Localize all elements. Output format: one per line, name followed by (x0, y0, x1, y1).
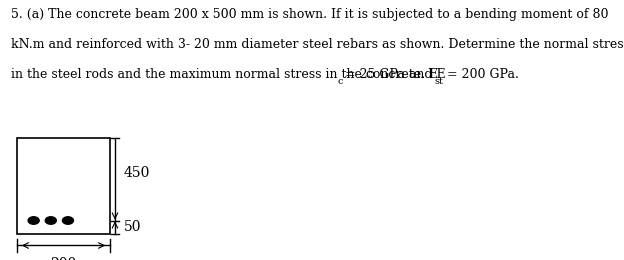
Text: kN.m and reinforced with 3- 20 mm diameter steel rebars as shown. Determine the : kN.m and reinforced with 3- 20 mm diamet… (11, 38, 624, 51)
Text: in the steel rods and the maximum normal stress in the concrete. E: in the steel rods and the maximum normal… (11, 68, 438, 81)
Text: st: st (435, 77, 444, 86)
Text: 200: 200 (51, 257, 77, 260)
Text: 5. (a) The concrete beam 200 x 500 mm is shown. If it is subjected to a bending : 5. (a) The concrete beam 200 x 500 mm is… (11, 8, 609, 21)
Text: 50: 50 (124, 220, 141, 234)
Text: = 200 GPa.: = 200 GPa. (447, 68, 519, 81)
Ellipse shape (45, 217, 56, 224)
Bar (17, 138, 110, 234)
Text: = 25 GPa and E: = 25 GPa and E (345, 68, 446, 81)
Text: 450: 450 (124, 166, 150, 180)
Text: c: c (338, 77, 343, 86)
Ellipse shape (62, 217, 74, 224)
Ellipse shape (28, 217, 39, 224)
